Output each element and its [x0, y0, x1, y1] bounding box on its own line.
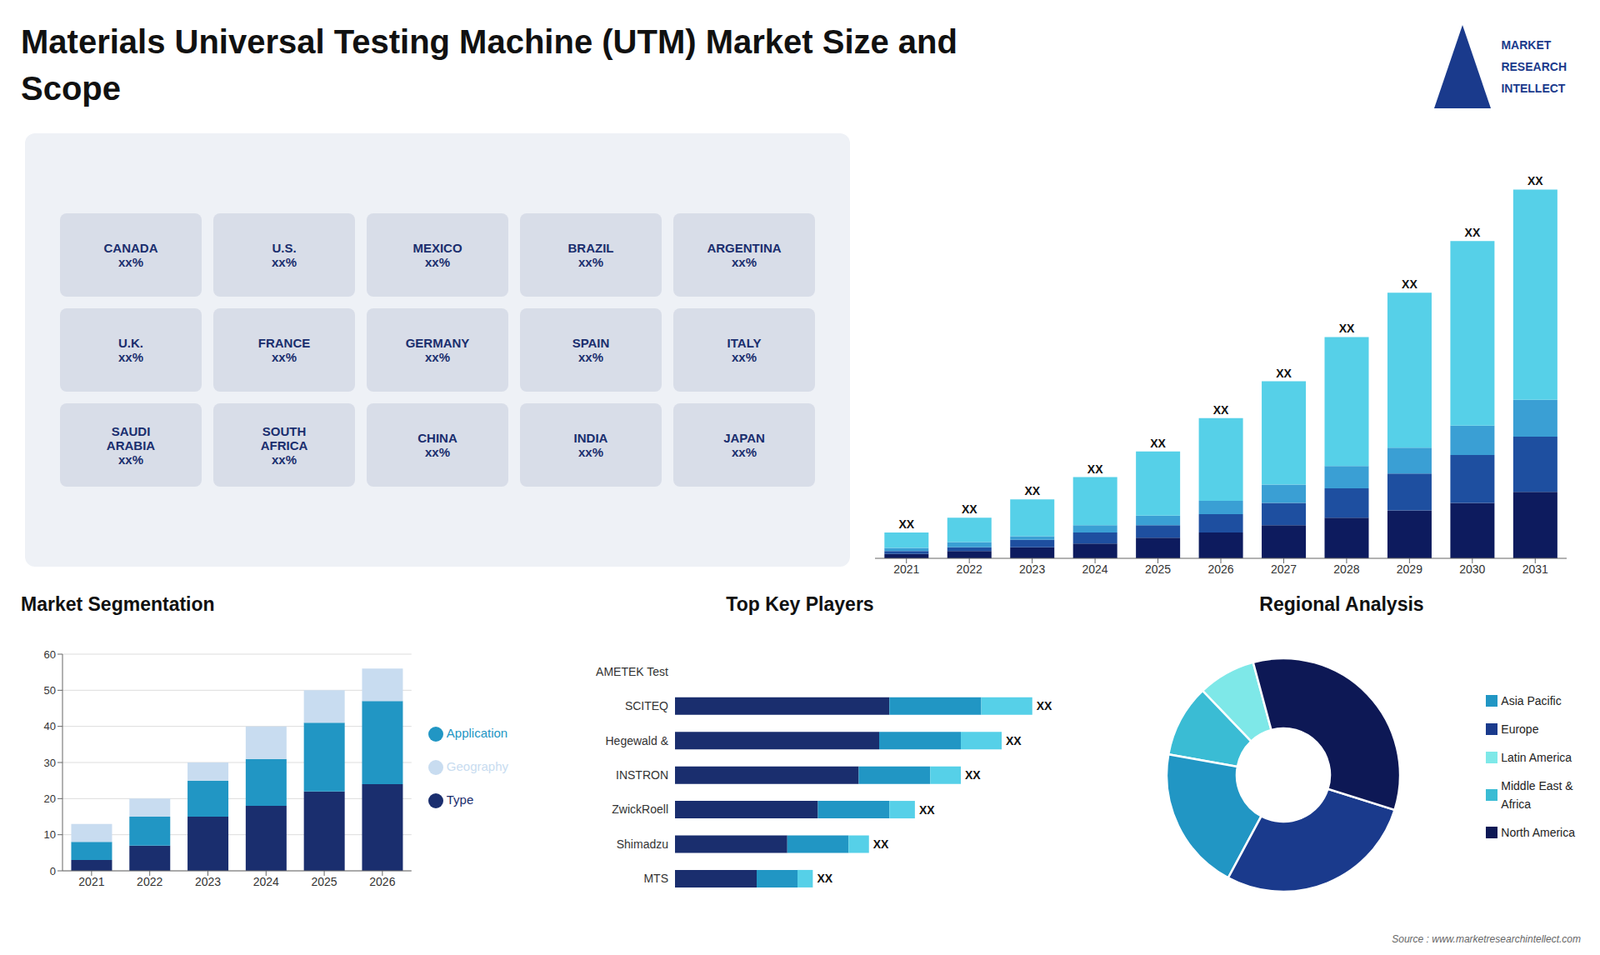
html-text:Source : www.marketresearchint: Source : www.marketresearchintellect.com	[1391, 933, 1581, 945]
html-text:Top Key Players: Top Key Players	[726, 593, 874, 615]
svg-text:50: 50	[44, 684, 56, 697]
svg-text:XX: XX	[1036, 699, 1053, 713]
html-text:Regional Analysis: Regional Analysis	[1259, 593, 1424, 615]
html-text:North America: North America	[1501, 825, 1575, 840]
html-text:SPAIN xx%: SPAIN xx%	[572, 335, 610, 365]
html-text:U.S. xx%: U.S. xx%	[271, 240, 297, 270]
svg-text:Hegewald &: Hegewald &	[605, 734, 670, 748]
html-text:JAPAN xx%: JAPAN xx%	[723, 430, 765, 460]
svg-text:INSTRON: INSTRON	[615, 768, 669, 782]
svg-text:60: 60	[44, 648, 56, 661]
html-text:SOUTH AFRICA xx%: SOUTH AFRICA xx%	[260, 423, 308, 467]
svg-text:2029: 2029	[1396, 562, 1423, 576]
svg-text:ZwickRoell: ZwickRoell	[611, 802, 669, 816]
html-text:GERMANY xx%: GERMANY xx%	[405, 335, 470, 365]
html-text:Geography: Geography	[446, 759, 509, 774]
svg-text:XX: XX	[816, 871, 833, 885]
html-text:Middle East & Africa: Middle East & Africa	[1501, 779, 1574, 811]
html-text:Asia Pacific: Asia Pacific	[1501, 694, 1562, 708]
svg-text:2031: 2031	[1522, 562, 1549, 576]
html-text:ARGENTINA xx%: ARGENTINA xx%	[707, 240, 782, 270]
svg-text:30: 30	[44, 756, 56, 770]
svg-text:XX: XX	[873, 837, 890, 851]
html-text:Materials Universal Testing Ma: Materials Universal Testing Machine (UTM…	[20, 23, 958, 107]
svg-text:2024: 2024	[1082, 562, 1109, 576]
html-text:FRANCE xx%: FRANCE xx%	[258, 335, 311, 365]
svg-text:XX: XX	[1024, 484, 1040, 498]
html-text:Europe: Europe	[1501, 722, 1539, 736]
svg-text:XX: XX	[1339, 321, 1355, 335]
svg-text:2025: 2025	[1145, 562, 1171, 576]
svg-text:XX: XX	[898, 517, 915, 531]
html-text:Type: Type	[446, 792, 474, 807]
svg-text:20: 20	[44, 792, 56, 805]
html-text:INTELLECT: INTELLECT	[1501, 81, 1566, 95]
html-text:SAUDI ARABIA xx%: SAUDI ARABIA xx%	[106, 423, 156, 467]
svg-text:2026: 2026	[1207, 562, 1234, 576]
svg-text:2025: 2025	[311, 875, 338, 889]
html-text:Market Segmentation: Market Segmentation	[20, 593, 215, 615]
svg-text:2022: 2022	[956, 562, 983, 576]
svg-text:2027: 2027	[1270, 562, 1297, 576]
svg-text:XX: XX	[1213, 403, 1230, 417]
svg-text:XX: XX	[1087, 462, 1104, 476]
svg-text:XX: XX	[1401, 277, 1418, 291]
html-text:MARKET: MARKET	[1501, 38, 1552, 52]
svg-text:2021: 2021	[893, 562, 920, 576]
html-text:BRAZIL xx%: BRAZIL xx%	[567, 240, 614, 270]
html-text:RESEARCH: RESEARCH	[1501, 60, 1567, 74]
svg-text:2021: 2021	[78, 875, 105, 889]
svg-text:MTS: MTS	[643, 871, 669, 885]
svg-text:10: 10	[44, 828, 56, 841]
html-text:Latin America: Latin America	[1501, 750, 1572, 765]
svg-text:AMETEK Test: AMETEK Test	[595, 665, 669, 679]
html-text:U.K. xx%: U.K. xx%	[118, 335, 144, 365]
svg-text:40: 40	[44, 720, 56, 733]
svg-text:0: 0	[50, 865, 56, 878]
svg-text:XX: XX	[1275, 366, 1292, 380]
html-text:CANADA xx%: CANADA xx%	[103, 240, 158, 270]
svg-text:XX: XX	[1150, 436, 1166, 450]
svg-text:XX: XX	[1465, 225, 1481, 240]
html-text:INDIA xx%: INDIA xx%	[573, 430, 608, 460]
svg-text:2023: 2023	[195, 875, 221, 889]
svg-text:XX: XX	[965, 768, 981, 782]
svg-text:2026: 2026	[369, 875, 395, 889]
svg-text:XX: XX	[1527, 174, 1544, 188]
svg-text:SCITEQ: SCITEQ	[625, 699, 669, 713]
html-text:ITALY xx%: ITALY xx%	[727, 335, 762, 365]
html-text:CHINA xx%: CHINA xx%	[417, 430, 458, 460]
svg-text:2022: 2022	[136, 875, 163, 889]
html-text:Application: Application	[446, 725, 508, 740]
svg-text:XX: XX	[1005, 734, 1022, 748]
svg-text:XX: XX	[961, 502, 978, 516]
svg-text:2028: 2028	[1333, 562, 1360, 576]
svg-text:2024: 2024	[253, 875, 280, 889]
svg-text:2030: 2030	[1459, 562, 1485, 576]
html-text:MEXICO xx%: MEXICO xx%	[412, 240, 463, 270]
svg-text:Shimadzu: Shimadzu	[616, 837, 669, 851]
svg-text:2023: 2023	[1019, 562, 1045, 576]
svg-text:XX: XX	[919, 803, 935, 817]
